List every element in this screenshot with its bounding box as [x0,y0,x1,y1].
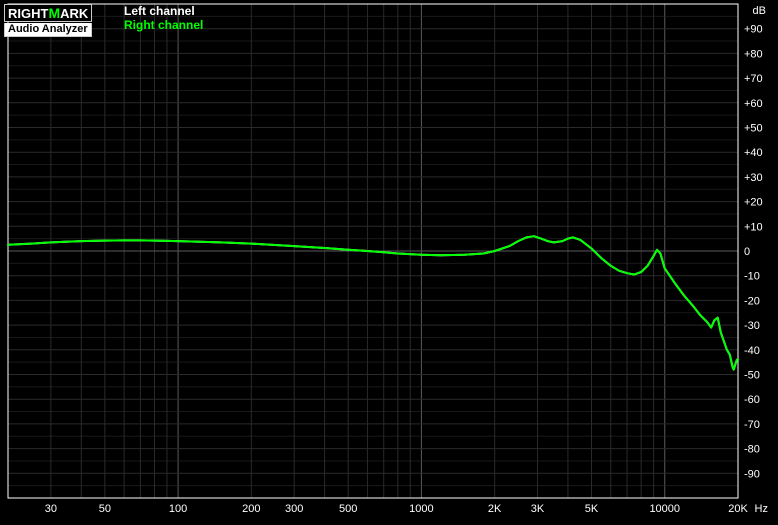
logo-text-m: M [48,5,60,21]
svg-text:-80: -80 [744,444,760,456]
svg-text:Hz: Hz [755,503,768,515]
svg-text:-30: -30 [744,320,760,332]
svg-text:-40: -40 [744,345,760,357]
logo-title: RIGHTMARK [4,4,92,22]
svg-text:+40: +40 [744,147,763,159]
svg-text:100: 100 [169,503,187,515]
svg-text:300: 300 [285,503,303,515]
svg-text:20K: 20K [728,503,748,515]
svg-text:0: 0 [744,246,750,258]
svg-text:-70: -70 [744,419,760,431]
svg-text:30: 30 [45,503,57,515]
svg-text:50: 50 [99,503,111,515]
svg-text:-60: -60 [744,394,760,406]
svg-text:+30: +30 [744,172,763,184]
svg-text:dB: dB [753,5,766,17]
svg-text:200: 200 [242,503,260,515]
rightmark-logo: RIGHTMARK Audio Analyzer [4,4,92,37]
svg-text:+90: +90 [744,24,763,36]
svg-text:500: 500 [339,503,357,515]
svg-text:1000: 1000 [409,503,433,515]
svg-text:-20: -20 [744,295,760,307]
svg-text:5K: 5K [585,503,599,515]
svg-text:-10: -10 [744,271,760,283]
svg-text:2K: 2K [488,503,502,515]
legend-item: Right channel [124,18,203,32]
svg-text:+20: +20 [744,197,763,209]
logo-subtitle: Audio Analyzer [4,23,92,37]
svg-text:+70: +70 [744,73,763,85]
svg-text:+60: +60 [744,98,763,110]
svg-text:+50: +50 [744,123,763,135]
svg-text:-50: -50 [744,370,760,382]
svg-text:+80: +80 [744,48,763,60]
svg-text:10000: 10000 [649,503,680,515]
svg-text:3K: 3K [531,503,545,515]
legend: Left channelRight channel [124,4,203,33]
legend-item: Left channel [124,4,203,18]
logo-text-right: ARK [60,6,88,21]
svg-text:+10: +10 [744,221,763,233]
frequency-response-chart: 30 50 100 200 300 500 1000 2K 3K 5K 10000 20K Hz +90 +… [0,0,778,525]
logo-text-left: RIGHT [8,6,48,21]
chart-svg: 30 50 100 200 300 500 1000 2K 3K 5K 10000 20K Hz +90 +… [0,0,778,525]
svg-text:-90: -90 [744,468,760,480]
